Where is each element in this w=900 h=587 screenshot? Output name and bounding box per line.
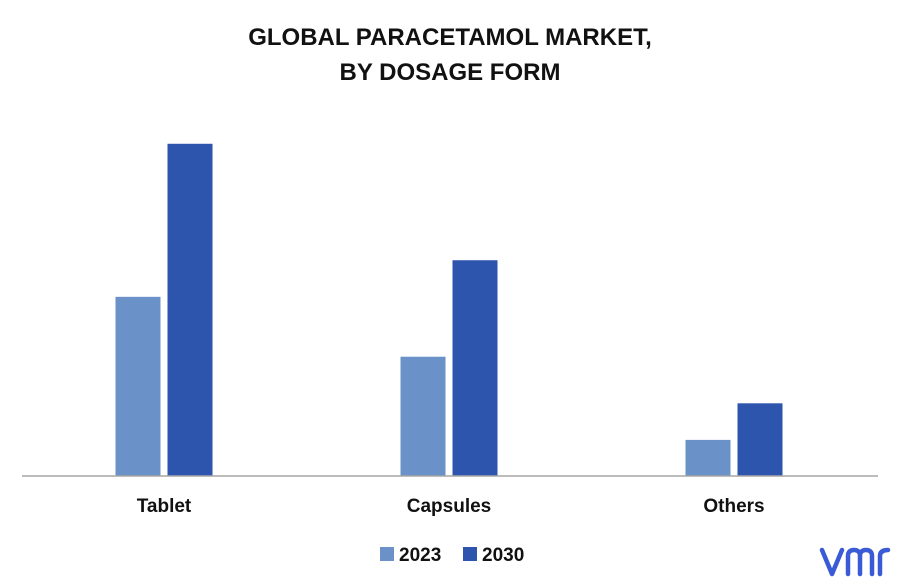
chart-title-line-1: GLOBAL PARACETAMOL MARKET, [248, 24, 652, 51]
legend-label-2030: 2030 [482, 545, 524, 566]
bar-capsules-2030 [451, 259, 499, 477]
bar-tablet-2030 [166, 142, 214, 477]
legend-swatch-2023 [380, 547, 394, 561]
legend-label-2023: 2023 [399, 545, 441, 566]
bar-capsules-2023 [399, 355, 447, 477]
bar-tablet-2023 [114, 295, 162, 477]
legend-swatch-2030 [463, 547, 477, 561]
category-label-tablet: Tablet [137, 496, 192, 517]
vmr-logo [819, 547, 891, 577]
bar-others-2023 [684, 438, 732, 477]
category-label-others: Others [703, 496, 764, 517]
chart-title-line-2: BY DOSAGE FORM [340, 59, 561, 86]
vmr-logo-mark [819, 547, 891, 577]
category-labels: Tablet Capsules Others [137, 496, 765, 517]
bars-group [114, 142, 784, 477]
legend: 2023 2030 [380, 545, 524, 566]
bar-others-2030 [736, 402, 784, 477]
chart-title: GLOBAL PARACETAMOL MARKET, BY DOSAGE FOR… [248, 24, 652, 86]
category-label-capsules: Capsules [407, 496, 491, 517]
